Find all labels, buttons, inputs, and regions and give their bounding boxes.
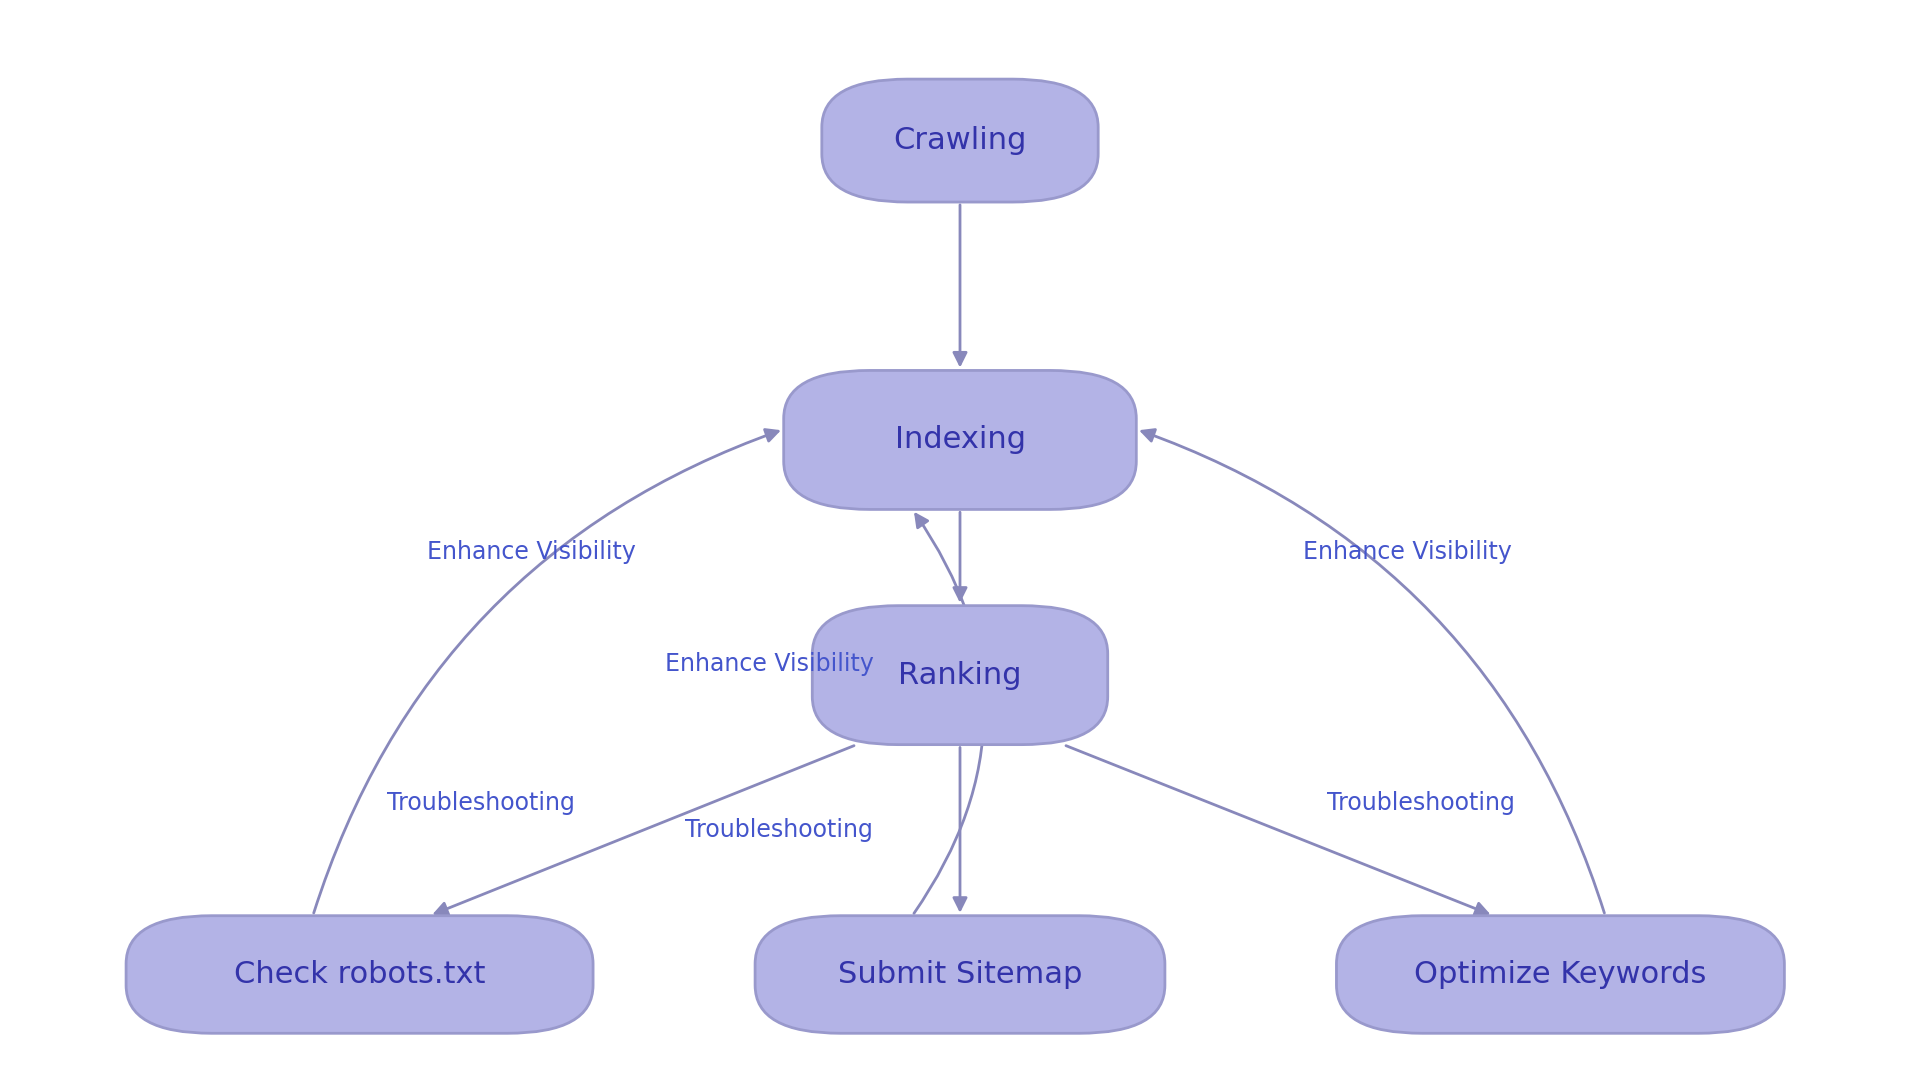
- Text: Ranking: Ranking: [899, 661, 1021, 690]
- FancyBboxPatch shape: [1336, 916, 1784, 1033]
- Text: Troubleshooting: Troubleshooting: [388, 792, 574, 815]
- Text: Troubleshooting: Troubleshooting: [685, 818, 874, 843]
- Text: Troubleshooting: Troubleshooting: [1327, 792, 1515, 815]
- FancyBboxPatch shape: [783, 370, 1137, 509]
- FancyBboxPatch shape: [822, 79, 1098, 203]
- Text: Check robots.txt: Check robots.txt: [234, 960, 486, 989]
- Text: Enhance Visibility: Enhance Visibility: [664, 652, 874, 677]
- Text: Submit Sitemap: Submit Sitemap: [837, 960, 1083, 989]
- Text: Optimize Keywords: Optimize Keywords: [1415, 960, 1707, 989]
- Text: Crawling: Crawling: [893, 126, 1027, 155]
- Text: Enhance Visibility: Enhance Visibility: [426, 540, 636, 564]
- Text: Indexing: Indexing: [895, 426, 1025, 455]
- FancyBboxPatch shape: [755, 916, 1165, 1033]
- Text: Enhance Visibility: Enhance Visibility: [1304, 540, 1513, 564]
- FancyBboxPatch shape: [812, 605, 1108, 745]
- FancyBboxPatch shape: [127, 916, 593, 1033]
